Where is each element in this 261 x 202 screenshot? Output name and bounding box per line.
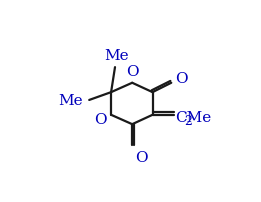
Text: CMe: CMe xyxy=(175,111,211,124)
Text: O: O xyxy=(126,65,139,79)
Text: O: O xyxy=(94,112,107,126)
Text: Me: Me xyxy=(104,48,129,62)
Text: O: O xyxy=(135,150,148,164)
Text: 2: 2 xyxy=(184,114,192,127)
Text: Me: Me xyxy=(58,94,83,108)
Text: O: O xyxy=(175,72,187,86)
